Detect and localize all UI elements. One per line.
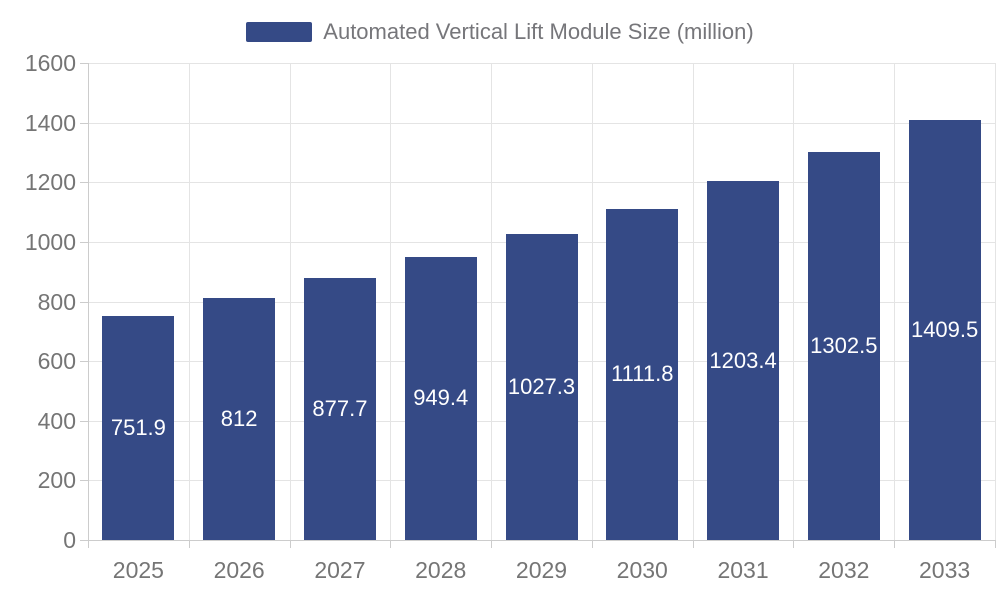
bar-2031[interactable] (707, 181, 780, 540)
x-tick-label: 2033 (919, 557, 971, 583)
bar-2025[interactable] (102, 315, 175, 540)
legend-label: Automated Vertical Lift Module Size (mil… (323, 19, 754, 44)
bar-2032[interactable] (807, 151, 880, 540)
bar-value-label: 877.7 (312, 396, 368, 422)
y-tick-label: 1200 (24, 169, 76, 196)
x-gridline (793, 63, 795, 540)
bar-value-label: 1203.4 (709, 347, 777, 373)
bar-value-label: 949.4 (413, 385, 469, 411)
x-axis-tick (591, 540, 593, 548)
x-axis-tick (692, 540, 694, 548)
x-gridline (894, 63, 896, 540)
bar-2030[interactable] (606, 208, 679, 540)
x-tick-label: 2031 (717, 557, 769, 583)
bar-value-label: 1027.3 (507, 373, 576, 399)
y-axis-tick (80, 122, 88, 124)
y-axis-tick (80, 480, 88, 482)
x-tick-label: 2028 (415, 557, 467, 583)
plot-area: 751.9 812 877.7 949.4 1027.3 1111.8 1203.4 1302… (88, 63, 996, 541)
x-gridline (491, 63, 493, 540)
x-gridline (188, 63, 190, 540)
x-axis-tick (894, 540, 896, 548)
bar-2028[interactable] (404, 256, 477, 540)
y-axis-tick (80, 540, 88, 541)
y-tick-label: 400 (37, 407, 76, 434)
y-tick-label: 0 (63, 527, 76, 553)
x-tick-label: 2032 (818, 557, 870, 583)
x-axis-tick (995, 540, 996, 548)
x-axis-tick (188, 540, 190, 548)
bar-value-label: 812 (220, 405, 258, 431)
bar-value-label: 1111.8 (611, 361, 674, 387)
bar-value-label: 1302.5 (810, 332, 878, 358)
y-axis-tick (80, 420, 88, 422)
x-gridline (289, 63, 291, 540)
x-axis-tick (491, 540, 493, 548)
x-tick-label: 2027 (314, 557, 366, 583)
legend-item[interactable]: Automated Vertical Lift Module Size (mil… (0, 19, 1000, 44)
y-tick-label: 1600 (24, 50, 76, 76)
x-gridline (995, 63, 996, 540)
bar-2029[interactable] (505, 233, 578, 540)
x-gridline (591, 63, 593, 540)
y-axis-tick (80, 361, 88, 363)
x-axis-line (88, 540, 995, 541)
bar-2027[interactable] (303, 278, 376, 540)
x-axis-tick (289, 540, 291, 548)
x-tick-label: 2029 (515, 557, 568, 583)
bar-value-label: 751.9 (110, 414, 166, 440)
y-tick-label: 1400 (24, 109, 76, 136)
x-axis-tick (88, 540, 89, 548)
y-tick-label: 800 (37, 288, 76, 315)
x-tick-label: 2030 (616, 557, 668, 583)
y-gridline (88, 122, 995, 124)
bar-value-label: 1409.5 (910, 316, 979, 342)
y-tick-label: 200 (37, 467, 76, 494)
y-gridline (88, 182, 995, 184)
y-axis-tick (80, 182, 88, 184)
x-gridline (390, 63, 392, 540)
y-gridline (88, 63, 995, 64)
y-axis-tick (80, 301, 88, 303)
x-axis-tick (793, 540, 795, 548)
x-axis-tick (390, 540, 392, 548)
y-axis-line (88, 63, 89, 540)
bar-2033[interactable] (908, 119, 981, 540)
x-gridline (692, 63, 694, 540)
y-tick-label: 600 (37, 348, 76, 375)
y-tick-label: 1000 (24, 228, 76, 255)
bar-2026[interactable] (203, 297, 276, 540)
y-axis-tick (80, 241, 88, 243)
x-tick-label: 2025 (112, 557, 164, 583)
x-tick-label: 2026 (213, 557, 265, 583)
y-axis-tick (80, 63, 88, 64)
legend-swatch-icon (246, 22, 313, 42)
